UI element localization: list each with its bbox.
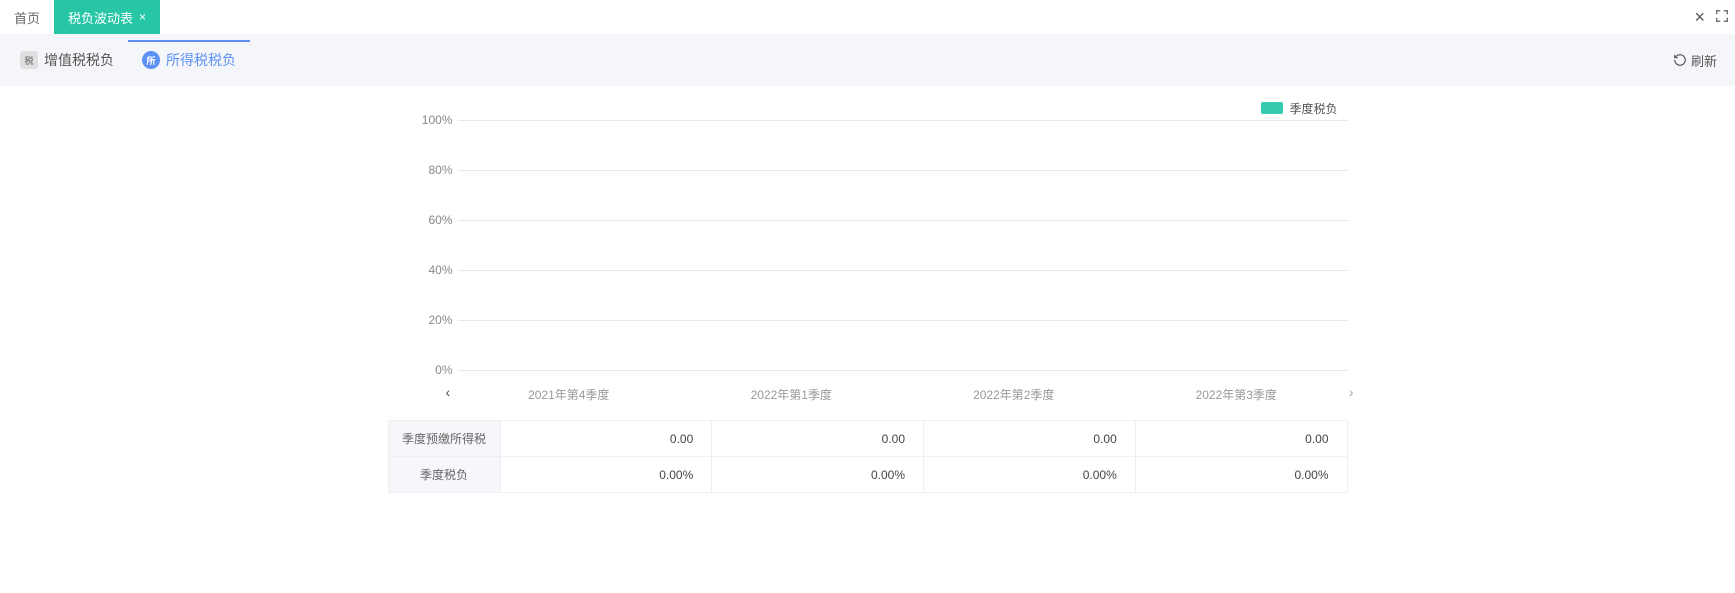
chart-y-label: 60% [408,213,453,227]
table-cell: 0.00% [1135,457,1347,493]
refresh-icon [1673,53,1687,67]
top-tab-bar: 首页 税负波动表 × × [0,0,1735,34]
top-tab-active-label: 税负波动表 [68,8,133,27]
chart-gridline [458,370,1348,371]
chart-prev-icon[interactable]: ‹ [446,384,451,400]
chart-gridline [458,270,1348,271]
chart-x-axis: ‹ › 2021年第4季度2022年第1季度2022年第2季度2022年第3季度 [458,380,1348,420]
chart-y-label: 40% [408,263,453,277]
chart-next-icon[interactable]: › [1349,384,1354,400]
close-icon[interactable]: × [139,10,146,24]
table-cell: 0.00% [712,457,924,493]
fullscreen-icon[interactable] [1715,9,1729,26]
top-tab-active[interactable]: 税负波动表 × [54,0,160,34]
chart-plot-area: 0%20%40%60%80%100% [458,120,1348,380]
chart-x-label: 2022年第1季度 [680,380,903,403]
top-tab-home-label: 首页 [14,8,40,27]
legend-swatch [1261,102,1283,114]
chart-gridline [458,120,1348,121]
top-tab-home[interactable]: 首页 [0,0,54,34]
table-cell: 0.00% [500,457,712,493]
chart-x-label: 2022年第3季度 [1125,380,1348,403]
chart-y-label: 100% [408,113,453,127]
vat-icon: 税 [20,51,38,69]
table-cell: 0.00% [924,457,1136,493]
content-area: 季度税负 0%20%40%60%80%100% ‹ › 2021年第4季度202… [0,86,1735,493]
refresh-label: 刷新 [1691,51,1717,70]
table-cell: 0.00 [924,421,1136,457]
chart-y-label: 0% [408,363,453,377]
data-table: 季度预缴所得税 0.00 0.00 0.00 0.00 季度税负 0.00% 0… [388,420,1348,493]
income-icon: 所 [142,51,160,69]
row1-header: 季度预缴所得税 [388,421,500,457]
chart-x-label: 2022年第2季度 [903,380,1126,403]
refresh-button[interactable]: 刷新 [1673,51,1717,70]
sub-tab-income-label: 所得税税负 [166,50,236,70]
table-cell: 0.00 [500,421,712,457]
chart-gridline [458,170,1348,171]
table-cell: 0.00 [1135,421,1347,457]
table-cell: 0.00 [712,421,924,457]
sub-tab-bar: 税 增值税税负 所 所得税税负 刷新 [0,34,1735,86]
close-all-icon[interactable]: × [1694,7,1705,28]
sub-tab-vat[interactable]: 税 增值税税负 [6,40,128,80]
chart-gridline [458,220,1348,221]
row2-header: 季度税负 [388,457,500,493]
chart-gridline [458,320,1348,321]
table-row: 季度预缴所得税 0.00 0.00 0.00 0.00 [388,421,1347,457]
chart-legend: 季度税负 [388,96,1348,120]
chart-container: 季度税负 0%20%40%60%80%100% ‹ › 2021年第4季度202… [388,96,1348,493]
chart-x-label: 2021年第4季度 [458,380,681,403]
legend-label: 季度税负 [1289,100,1337,117]
sub-tab-vat-label: 增值税税负 [44,50,114,70]
chart-y-label: 20% [408,313,453,327]
sub-tab-income[interactable]: 所 所得税税负 [128,40,250,80]
chart-y-label: 80% [408,163,453,177]
top-right-controls: × [1694,0,1729,34]
table-row: 季度税负 0.00% 0.00% 0.00% 0.00% [388,457,1347,493]
